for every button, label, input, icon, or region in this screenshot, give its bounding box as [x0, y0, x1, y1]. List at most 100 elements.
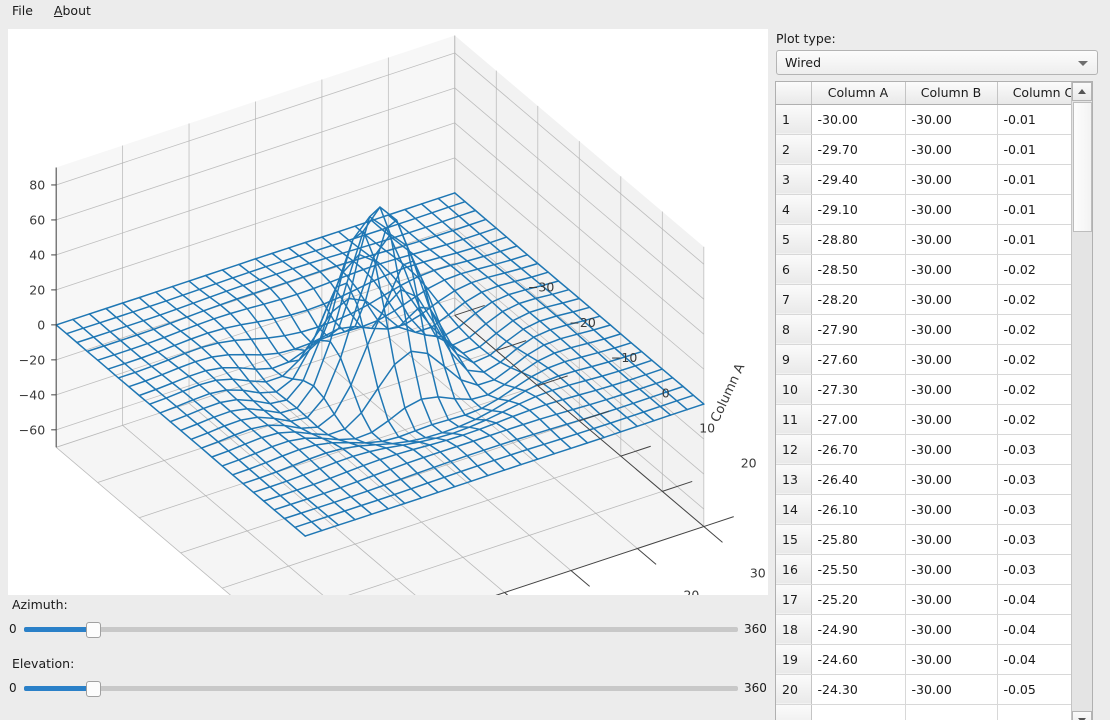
row-header-cell[interactable]: 20	[776, 674, 812, 705]
cell-column-a[interactable]: -25.50	[811, 554, 906, 585]
row-header-cell[interactable]: 15	[776, 524, 812, 555]
cell-column-a[interactable]: -29.10	[811, 194, 906, 225]
table-row[interactable]: 19 -24.60 -30.00 -0.04	[776, 644, 1090, 675]
row-header-cell[interactable]	[776, 704, 812, 720]
row-header-cell[interactable]: 17	[776, 584, 812, 615]
table-row[interactable]: 17 -25.20 -30.00 -0.04	[776, 584, 1090, 615]
cell-column-b[interactable]: -30.00	[905, 314, 998, 345]
azimuth-slider[interactable]	[24, 622, 738, 638]
cell-column-b[interactable]: -30.00	[905, 554, 998, 585]
table-row[interactable]: 9 -27.60 -30.00 -0.02	[776, 344, 1090, 375]
cell-column-b[interactable]: -30.00	[905, 464, 998, 495]
cell-column-b[interactable]: -30.00	[905, 374, 998, 405]
row-header-cell[interactable]: 18	[776, 614, 812, 645]
table-row[interactable]: 10 -27.30 -30.00 -0.02	[776, 374, 1090, 405]
row-header-cell[interactable]: 16	[776, 554, 812, 585]
cell-column-a[interactable]: -26.70	[811, 434, 906, 465]
cell-column-b[interactable]: -30.00	[905, 644, 998, 675]
cell-column-a[interactable]: -28.80	[811, 224, 906, 255]
row-header-cell[interactable]: 2	[776, 134, 812, 165]
cell-column-b[interactable]: -30.00	[905, 524, 998, 555]
row-header-cell[interactable]: 13	[776, 464, 812, 495]
cell-column-b[interactable]: -30.00	[905, 434, 998, 465]
menu-item-file[interactable]: File	[12, 3, 33, 18]
table-row[interactable]: 15 -25.80 -30.00 -0.03	[776, 524, 1090, 555]
elevation-slider-handle[interactable]	[86, 681, 102, 697]
cell-column-b[interactable]: -30.00	[905, 254, 998, 285]
cell-column-b[interactable]: -30.00	[905, 344, 998, 375]
table-row[interactable]: 3 -29.40 -30.00 -0.01	[776, 164, 1090, 195]
cell-column-a[interactable]: -26.40	[811, 464, 906, 495]
row-header-cell[interactable]: 11	[776, 404, 812, 435]
cell-column-a[interactable]: -27.30	[811, 374, 906, 405]
table-row[interactable]: 12 -26.70 -30.00 -0.03	[776, 434, 1090, 465]
table-row[interactable]: 6 -28.50 -30.00 -0.02	[776, 254, 1090, 285]
cell-column-a[interactable]: -26.10	[811, 494, 906, 525]
cell-column-a[interactable]: -30.00	[811, 104, 906, 135]
cell-column-a[interactable]: -28.20	[811, 284, 906, 315]
table-row[interactable]	[776, 704, 1090, 720]
scroll-up-button[interactable]	[1072, 82, 1092, 101]
row-header-cell[interactable]: 14	[776, 494, 812, 525]
cell-column-a[interactable]: -27.60	[811, 344, 906, 375]
column-header-a[interactable]: Column A	[811, 82, 906, 105]
cell-column-b[interactable]: -30.00	[905, 224, 998, 255]
table-row[interactable]: 2 -29.70 -30.00 -0.01	[776, 134, 1090, 165]
table-row[interactable]: 16 -25.50 -30.00 -0.03	[776, 554, 1090, 585]
row-header-cell[interactable]: 4	[776, 194, 812, 225]
table-row[interactable]: 13 -26.40 -30.00 -0.03	[776, 464, 1090, 495]
cell-column-a[interactable]: -24.90	[811, 614, 906, 645]
elevation-slider[interactable]	[24, 681, 738, 697]
cell-column-a[interactable]: -25.80	[811, 524, 906, 555]
row-header-cell[interactable]: 7	[776, 284, 812, 315]
row-header-cell[interactable]: 5	[776, 224, 812, 255]
row-header-cell[interactable]: 3	[776, 164, 812, 195]
cell-column-b[interactable]: -30.00	[905, 104, 998, 135]
cell-column-b[interactable]: -30.00	[905, 404, 998, 435]
azimuth-slider-handle[interactable]	[86, 622, 102, 638]
table-row[interactable]: 5 -28.80 -30.00 -0.01	[776, 224, 1090, 255]
cell-column-b[interactable]: -30.00	[905, 584, 998, 615]
table-row[interactable]: 1 -30.00 -30.00 -0.01	[776, 104, 1090, 135]
cell-column-b[interactable]: -30.00	[905, 194, 998, 225]
table-row[interactable]: 7 -28.20 -30.00 -0.02	[776, 284, 1090, 315]
row-header-cell[interactable]: 6	[776, 254, 812, 285]
table-row[interactable]: 11 -27.00 -30.00 -0.02	[776, 404, 1090, 435]
cell-column-a[interactable]: -29.70	[811, 134, 906, 165]
column-header-c[interactable]: Column C	[997, 82, 1090, 105]
scrollbar-thumb[interactable]	[1073, 102, 1092, 232]
table-corner-header[interactable]	[776, 82, 812, 105]
row-header-cell[interactable]: 1	[776, 104, 812, 135]
row-header-cell[interactable]: 8	[776, 314, 812, 345]
table-row[interactable]: 20 -24.30 -30.00 -0.05	[776, 674, 1090, 705]
menu-item-about[interactable]: About	[45, 1, 100, 20]
table-row[interactable]: 4 -29.10 -30.00 -0.01	[776, 194, 1090, 225]
cell-column-a[interactable]: -24.30	[811, 674, 906, 705]
cell-column-a[interactable]: -29.40	[811, 164, 906, 195]
plot-type-select[interactable]: Wired	[776, 50, 1098, 75]
cell-column-a[interactable]: -27.90	[811, 314, 906, 345]
cell-column-b[interactable]: -30.00	[905, 674, 998, 705]
column-header-b[interactable]: Column B	[905, 82, 998, 105]
cell-column-b[interactable]: -30.00	[905, 134, 998, 165]
cell-column-a[interactable]	[811, 704, 906, 720]
row-header-cell[interactable]: 12	[776, 434, 812, 465]
cell-column-b[interactable]	[905, 704, 998, 720]
cell-column-a[interactable]: -28.50	[811, 254, 906, 285]
table-row[interactable]: 18 -24.90 -30.00 -0.04	[776, 614, 1090, 645]
table-row[interactable]: 8 -27.90 -30.00 -0.02	[776, 314, 1090, 345]
cell-column-a[interactable]: -27.00	[811, 404, 906, 435]
cell-column-a[interactable]: -25.20	[811, 584, 906, 615]
row-header-cell[interactable]: 19	[776, 644, 812, 675]
cell-column-b[interactable]: -30.00	[905, 494, 998, 525]
cell-column-b[interactable]: -30.00	[905, 614, 998, 645]
cell-column-a[interactable]: -24.60	[811, 644, 906, 675]
row-header-cell[interactable]: 10	[776, 374, 812, 405]
cell-column-b[interactable]: -30.00	[905, 164, 998, 195]
cell-column-b[interactable]: -30.00	[905, 284, 998, 315]
scroll-down-button[interactable]	[1072, 711, 1092, 720]
row-header-cell[interactable]: 9	[776, 344, 812, 375]
table-scrollbar[interactable]	[1071, 82, 1092, 720]
table-row[interactable]: 14 -26.10 -30.00 -0.03	[776, 494, 1090, 525]
